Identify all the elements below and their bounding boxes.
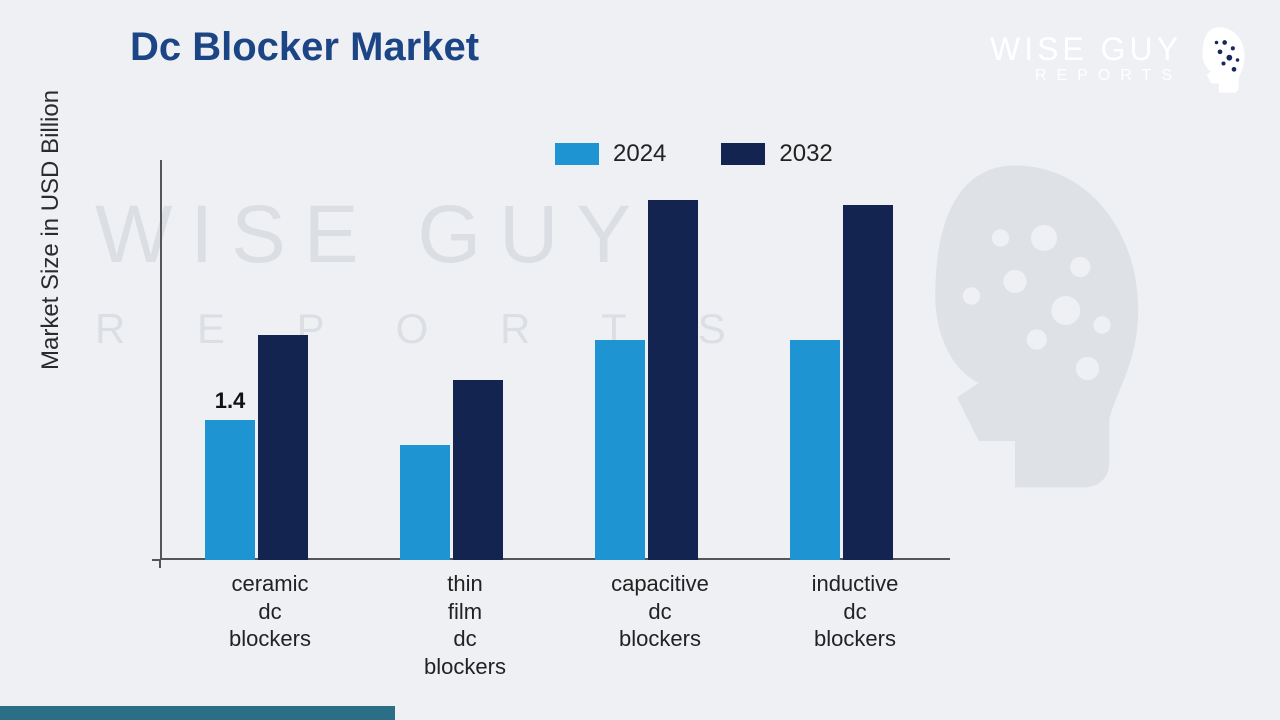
y-axis-line: [160, 160, 162, 560]
plot-area: ceramicdcblockersthinfilmdcblockerscapac…: [160, 160, 950, 560]
category-label: inductivedcblockers: [775, 570, 935, 653]
page: WISE GUY R E P O R T S WISE GUY REPORTS …: [0, 0, 1280, 720]
bar: [453, 380, 503, 560]
bar: [790, 340, 840, 560]
brand-logo: WISE GUY REPORTS: [980, 20, 1250, 100]
data-label: 1.4: [200, 388, 260, 414]
y-axis-label: Market Size in USD Billion: [37, 90, 65, 370]
bar: [205, 420, 255, 560]
logo-head-icon: [1190, 25, 1250, 95]
chart-title: Dc Blocker Market: [130, 25, 479, 70]
logo-line1: WISE GUY: [990, 33, 1182, 65]
category-label: capacitivedcblockers: [580, 570, 740, 653]
bar: [843, 205, 893, 560]
bar-chart: Market Size in USD Billion 2024 2032 cer…: [65, 140, 955, 690]
bottom-accent-bar: [0, 706, 395, 720]
bar: [648, 200, 698, 560]
bar: [595, 340, 645, 560]
bar: [258, 335, 308, 560]
logo-line2: REPORTS: [990, 65, 1182, 87]
bar: [400, 445, 450, 560]
category-label: ceramicdcblockers: [190, 570, 350, 653]
x-tick: [159, 560, 161, 568]
category-label: thinfilmdcblockers: [385, 570, 545, 680]
logo-text: WISE GUY REPORTS: [990, 33, 1182, 87]
